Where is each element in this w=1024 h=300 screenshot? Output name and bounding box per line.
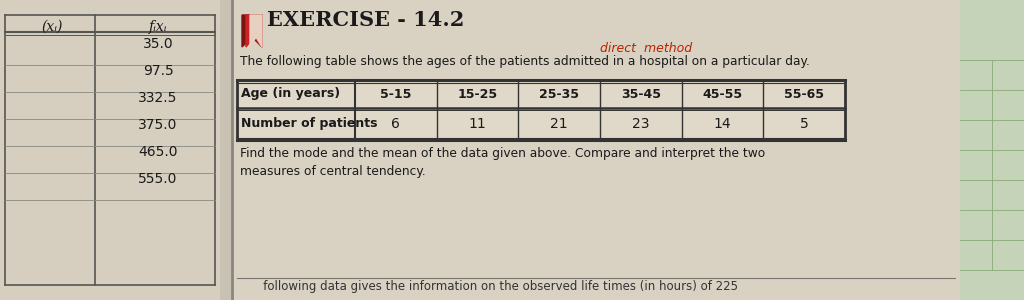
Text: Find the mode and the mean of the data given above. Compare and interpret the tw: Find the mode and the mean of the data g… <box>240 147 765 160</box>
Text: 97.5: 97.5 <box>142 64 173 78</box>
FancyBboxPatch shape <box>961 0 1024 300</box>
Text: Number of patients: Number of patients <box>241 118 378 130</box>
Text: The following table shows the ages of the patients admitted in a hospital on a p: The following table shows the ages of th… <box>240 55 810 68</box>
Text: following data gives the information on the observed life times (in hours) of 22: following data gives the information on … <box>237 280 738 293</box>
Text: 465.0: 465.0 <box>138 145 178 159</box>
Polygon shape <box>246 15 262 47</box>
Text: direct  method: direct method <box>600 42 692 55</box>
Text: 11: 11 <box>469 117 486 131</box>
Polygon shape <box>242 15 262 47</box>
Text: 25-35: 25-35 <box>540 88 580 100</box>
Text: 15-25: 15-25 <box>458 88 498 100</box>
Text: 55-65: 55-65 <box>784 88 824 100</box>
Text: 35-45: 35-45 <box>621 88 660 100</box>
Text: 14: 14 <box>714 117 731 131</box>
Text: EXERCISE - 14.2: EXERCISE - 14.2 <box>267 10 464 30</box>
Text: fᵢxᵢ: fᵢxᵢ <box>148 20 167 34</box>
Text: 5: 5 <box>800 117 809 131</box>
Text: 5-15: 5-15 <box>380 88 412 100</box>
FancyBboxPatch shape <box>0 0 220 300</box>
Text: 45-55: 45-55 <box>702 88 742 100</box>
Text: measures of central tendency.: measures of central tendency. <box>240 165 426 178</box>
FancyBboxPatch shape <box>237 80 845 140</box>
Polygon shape <box>250 15 262 47</box>
Text: 332.5: 332.5 <box>138 91 178 105</box>
FancyBboxPatch shape <box>232 0 961 300</box>
Text: 21: 21 <box>550 117 568 131</box>
Text: 23: 23 <box>632 117 649 131</box>
Text: 35.0: 35.0 <box>142 37 173 51</box>
Text: (xᵢ): (xᵢ) <box>41 20 62 34</box>
Text: Age (in years): Age (in years) <box>241 88 340 100</box>
Text: 555.0: 555.0 <box>138 172 178 186</box>
Text: 6: 6 <box>391 117 400 131</box>
Text: 375.0: 375.0 <box>138 118 178 132</box>
